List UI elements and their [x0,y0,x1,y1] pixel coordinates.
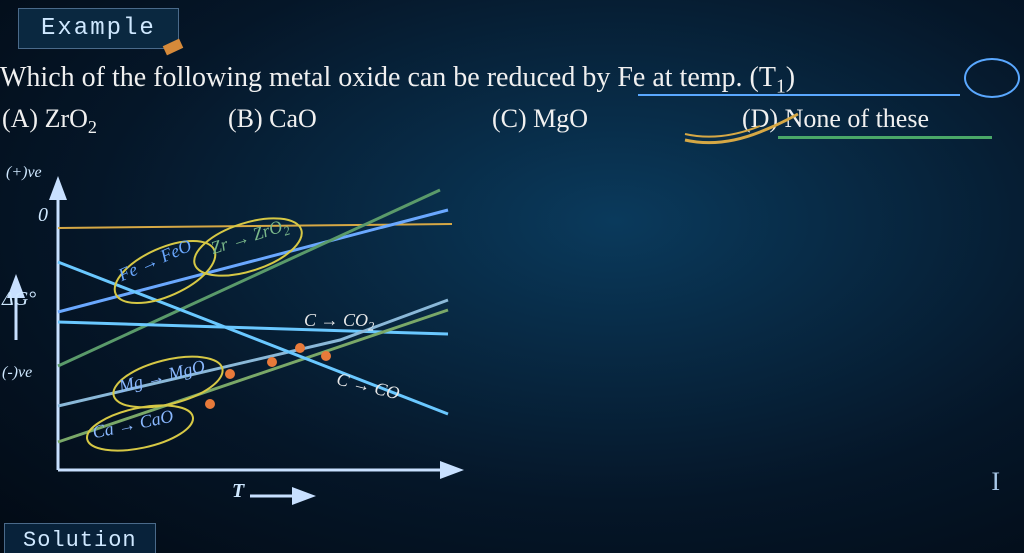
intersection-marker [321,351,331,361]
intersection-marker [225,369,235,379]
intersection-marker [295,343,305,353]
option-c: (C) MgO [492,104,588,134]
option-a: (A) ZrO2 [2,104,97,138]
line-c-co2 [58,322,448,334]
option-b: (B) CaO [228,104,317,134]
solution-header: Solution [4,523,156,553]
option-a-text: (A) ZrO [2,104,88,133]
question-prefix: Which of the following metal oxide can b… [0,62,750,93]
temp-circle-annotation [964,58,1020,98]
intersection-marker [205,399,215,409]
chart-svg [0,170,500,530]
intersection-marker [267,357,277,367]
x-label: T [232,480,244,503]
temp-close: ) [786,62,795,93]
example-header: Example [18,8,179,49]
temp-label: (T [750,62,776,93]
answer-d-underline [778,136,992,139]
text-cursor: I [991,467,1000,497]
answer-d-swoosh [680,110,810,150]
label-c-co2: C → CO2 [304,310,374,335]
line-zr-zro2 [58,190,440,366]
reduced-by-fe-underline [638,94,960,96]
option-a-sub: 2 [88,117,97,137]
y-dg-label: ΔG° [2,288,36,311]
y-neg-label: (-)ve [2,364,32,382]
ellingham-chart: (+)ve 0 ΔG° (-)ve T Fe → FeO Zr → ZrO2 C… [0,170,500,530]
y-pos-label: (+)ve [6,164,42,182]
y-zero-label: 0 [38,204,48,227]
